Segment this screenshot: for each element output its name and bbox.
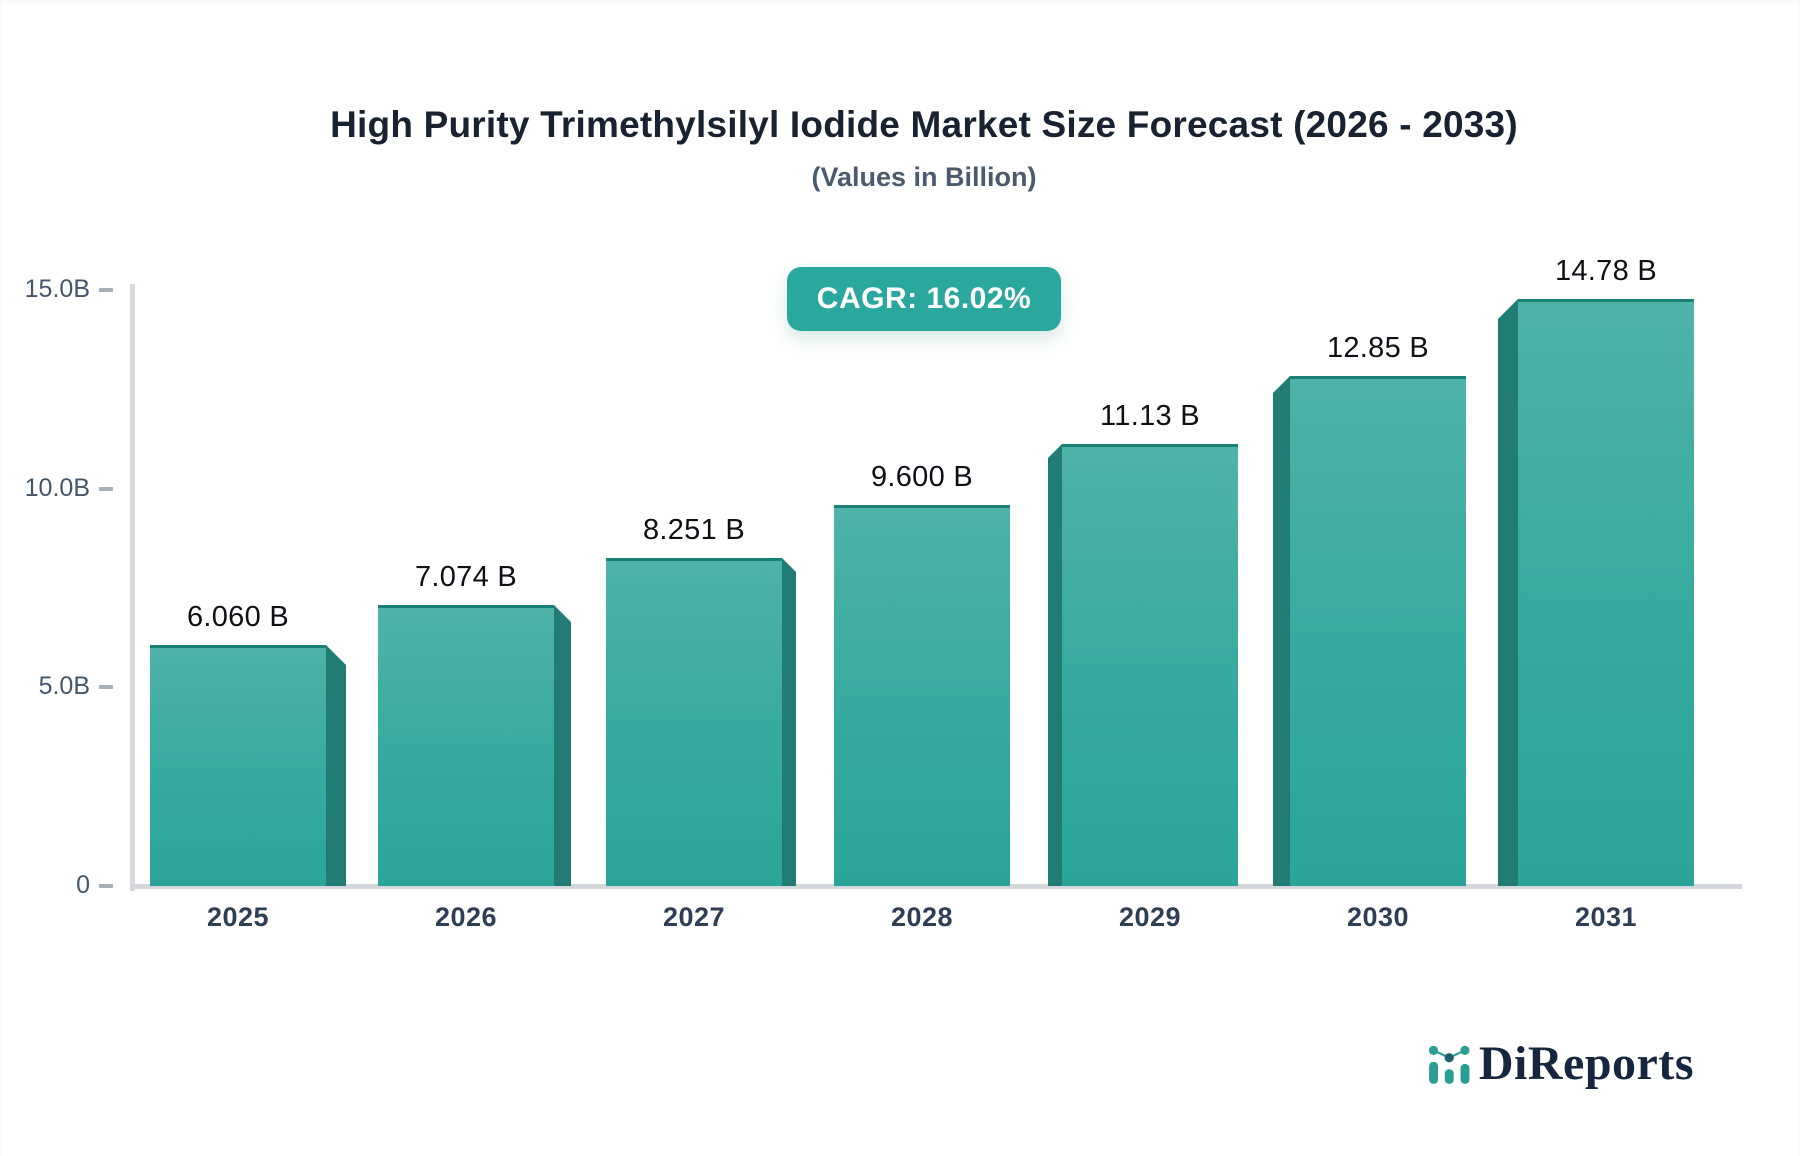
x-axis-label-2028: 2028	[890, 902, 954, 932]
bar-side-face-2025	[326, 645, 346, 886]
y-axis-tick-label: 15.0B	[24, 275, 90, 304]
direports-logo: DiReports	[1427, 1036, 1694, 1091]
bar-value-label-2028: 9.600 B	[870, 461, 974, 493]
bar-side-face-2031	[1498, 299, 1518, 886]
x-axis-label-2025: 2025	[206, 902, 270, 932]
y-axis-tick-mark	[99, 486, 113, 491]
x-axis-label-2029: 2029	[1118, 902, 1182, 932]
bar-line-chart-icon	[1428, 1045, 1470, 1084]
bar-2029	[1062, 444, 1238, 886]
bar-value-label-2029: 11.13 B	[1100, 400, 1200, 432]
bar-side-face-2027	[782, 558, 796, 886]
bar-value-label-2026: 7.074 B	[414, 561, 518, 593]
bar-2028	[834, 505, 1010, 886]
bar-2031	[1518, 299, 1694, 886]
bar-value-label-2027: 8.251 B	[642, 514, 746, 546]
bar-2025	[150, 645, 326, 886]
bar-2030	[1290, 376, 1466, 886]
bar-side-face-2030	[1273, 376, 1290, 886]
bar-side-face-2026	[554, 605, 571, 886]
x-axis-label-2027: 2027	[662, 902, 726, 932]
y-axis-tick-mark	[99, 288, 113, 293]
chart-header: High Purity Trimethylsilyl Iodide Market…	[48, 104, 1800, 331]
bar-side-face-2029	[1048, 444, 1062, 886]
y-axis-tick-mark	[99, 685, 113, 690]
chart-title: High Purity Trimethylsilyl Iodide Market…	[330, 104, 1518, 145]
bar-2027	[606, 558, 782, 886]
y-axis-line	[130, 284, 135, 891]
bar-2026	[378, 605, 554, 886]
bar-value-label-2030: 12.85 B	[1326, 332, 1430, 364]
y-axis-tick-label: 10.0B	[24, 473, 90, 502]
bar-value-label-2031: 14.78 B	[1554, 255, 1658, 287]
cagr-badge: CAGR: 16.02%	[786, 267, 1062, 331]
logo-text: DiReports	[1478, 1037, 1694, 1090]
x-axis-line	[130, 884, 1742, 889]
y-axis-tick-label: 0	[76, 871, 90, 899]
chart-subtitle: (Values in Billion)	[811, 162, 1037, 192]
bar-value-label-2025: 6.060 B	[186, 601, 290, 633]
y-axis-tick-label: 5.0B	[38, 672, 90, 701]
x-axis-label-2031: 2031	[1574, 902, 1638, 932]
y-axis-tick-mark	[99, 884, 113, 888]
x-axis-label-2030: 2030	[1346, 902, 1410, 932]
x-axis-label-2026: 2026	[434, 902, 498, 932]
